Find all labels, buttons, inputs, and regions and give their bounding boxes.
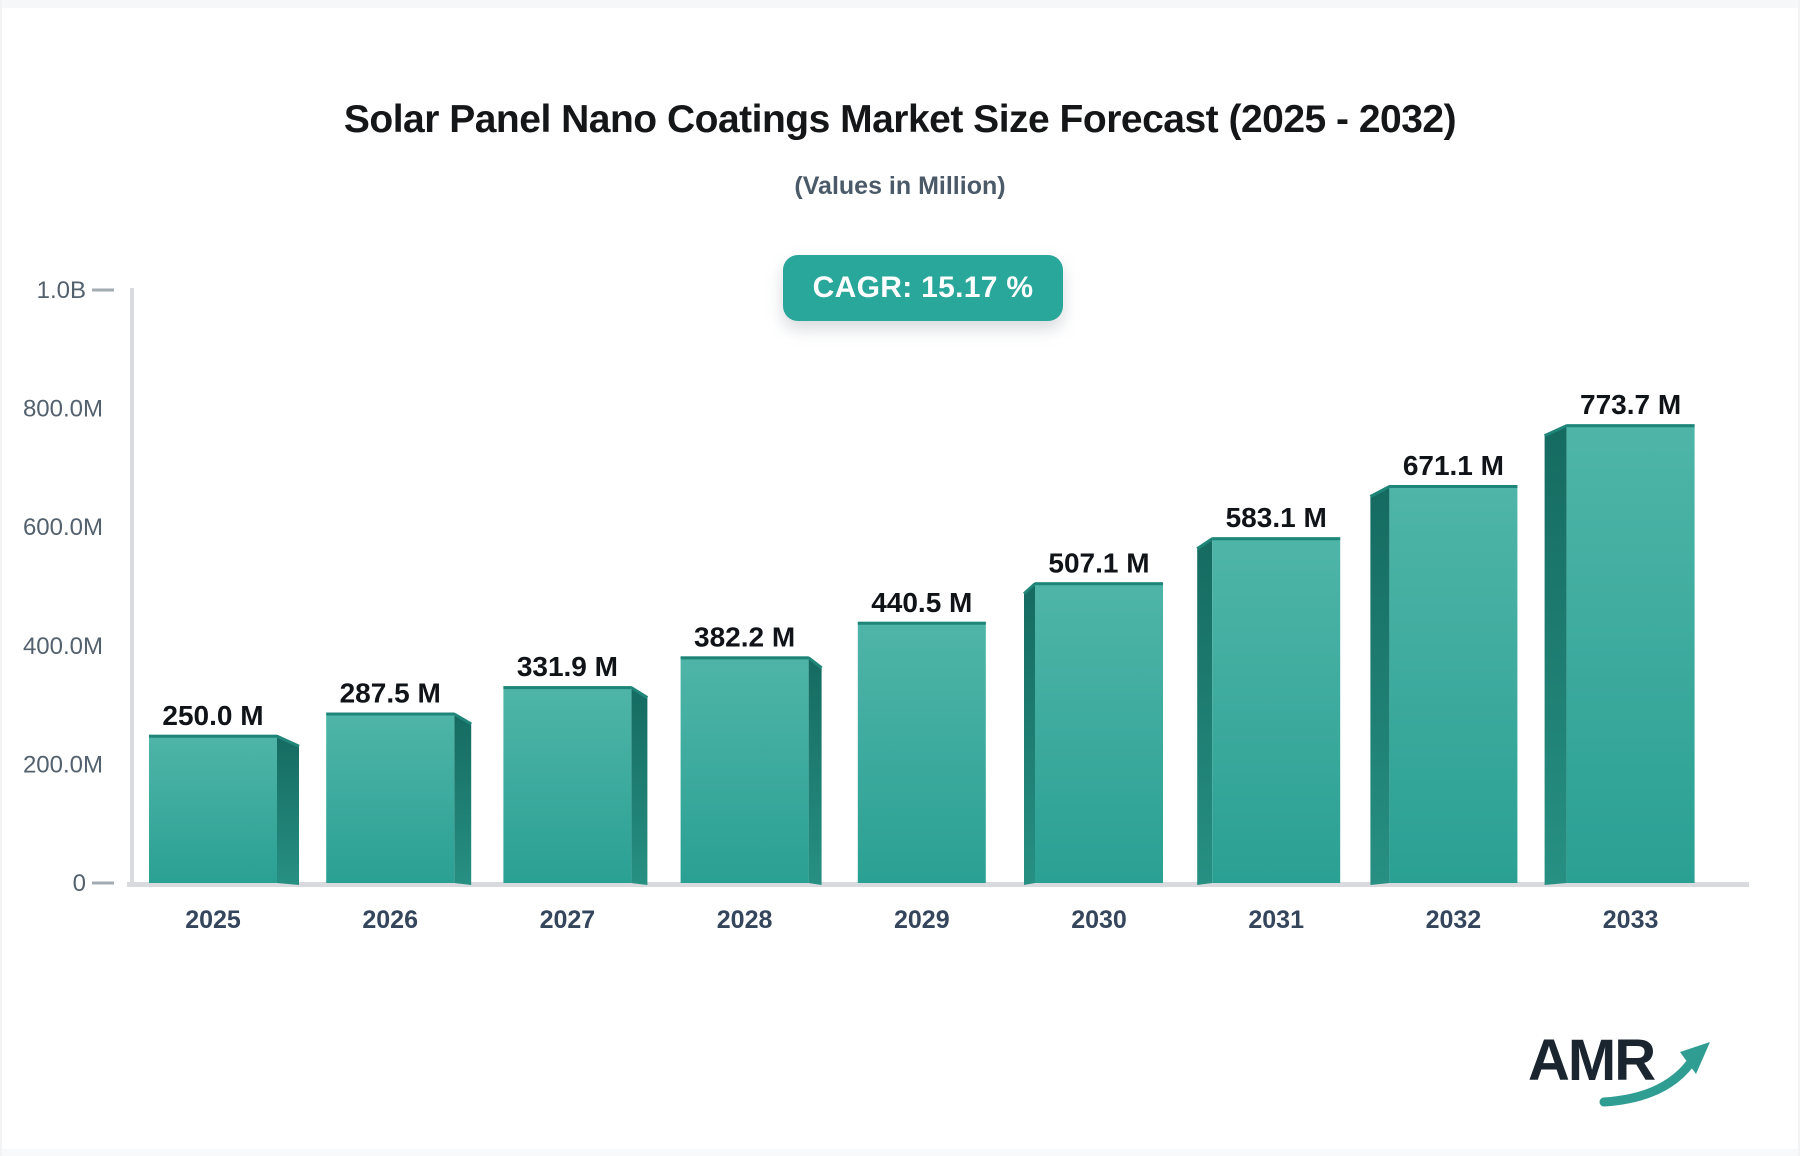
- bar-side-face: [454, 712, 472, 885]
- frame-bottom: [0, 1149, 1800, 1156]
- bar-front-face: [1212, 537, 1341, 883]
- x-tick-label: 2031: [1248, 906, 1304, 934]
- bar-side-top-edge: [1022, 582, 1037, 595]
- bar-2028: [680, 656, 823, 885]
- bar-side-face: [1197, 537, 1213, 885]
- bar-2030: [1022, 582, 1163, 885]
- bar-side-face: [631, 686, 648, 885]
- bar-side-top-edge: [453, 712, 472, 726]
- y-axis-line: [130, 288, 134, 884]
- x-tick-label: 2026: [362, 906, 418, 934]
- y-tick-label: 400.0M: [23, 633, 103, 660]
- bar-side-face: [1370, 485, 1390, 885]
- growth-arrow-icon: [1599, 1042, 1710, 1107]
- amr-logo: AMR: [1528, 1032, 1758, 1132]
- bar-2029: [857, 621, 986, 883]
- bar-front-face: [857, 621, 986, 883]
- x-tick-label: 2029: [894, 906, 950, 934]
- bar-side-top-edge: [1196, 537, 1214, 550]
- bar-side-top-edge: [276, 734, 300, 748]
- bar-value-label: 331.9 M: [517, 651, 618, 682]
- bar-2033: [1543, 424, 1695, 885]
- bar-2025: [149, 734, 300, 885]
- y-tick-label: 1.0B: [37, 277, 86, 304]
- bar-front-face: [503, 686, 632, 883]
- bar-front-face: [1566, 424, 1695, 883]
- bar-2027: [503, 686, 649, 885]
- chart-title: Solar Panel Nano Coatings Market Size Fo…: [343, 98, 1457, 141]
- frame-left: [0, 0, 2, 1156]
- x-tick-label: 2028: [717, 906, 773, 934]
- bar-front-face: [680, 656, 809, 883]
- amr-logo-text: AMR: [1528, 1028, 1656, 1093]
- y-tick-label: 200.0M: [23, 751, 103, 778]
- bar-side-top-edge: [630, 686, 649, 699]
- bar-side-top-edge: [807, 656, 823, 670]
- bar-value-label: 287.5 M: [340, 678, 441, 709]
- bar-front-face: [326, 712, 455, 883]
- bar-side-face: [1544, 424, 1567, 885]
- bar-front-face: [1389, 485, 1518, 883]
- bar-side-top-edge: [1369, 485, 1391, 498]
- bar-value-label: 250.0 M: [162, 700, 263, 731]
- bar-2026: [326, 712, 472, 885]
- x-tick-label: 2030: [1071, 906, 1127, 934]
- bar-side-face: [1024, 582, 1035, 885]
- bar-value-label: 583.1 M: [1226, 502, 1327, 533]
- bar-value-label: 671.1 M: [1403, 450, 1504, 481]
- bar-front-face: [149, 734, 277, 883]
- y-tick-label: 800.0M: [23, 396, 103, 423]
- x-axis-line: [127, 882, 1749, 887]
- cagr-badge: CAGR: 15.17 %: [783, 255, 1063, 321]
- bar-side-top-edge: [1543, 424, 1568, 438]
- bar-value-label: 382.2 M: [694, 621, 795, 652]
- x-tick-label: 2032: [1426, 906, 1482, 934]
- frame-right: [1798, 0, 1800, 1156]
- bar-front-face: [1035, 582, 1163, 883]
- chart-subtitle: (Values in Million): [794, 172, 1006, 200]
- bar-value-label: 507.1 M: [1048, 547, 1149, 578]
- bar-2032: [1369, 485, 1518, 885]
- y-tick-label: 600.0M: [23, 514, 103, 541]
- x-tick-label: 2025: [185, 906, 241, 934]
- bar-value-label: 440.5 M: [871, 587, 972, 618]
- bar-side-face: [808, 656, 822, 885]
- bar-2031: [1196, 537, 1341, 885]
- x-tick-label: 2027: [540, 906, 596, 934]
- bar-side-face: [277, 734, 299, 885]
- bar-value-label: 773.7 M: [1580, 389, 1681, 420]
- x-tick-label: 2033: [1603, 906, 1659, 934]
- frame-top: [0, 0, 1800, 8]
- y-tick-label: 0: [73, 870, 86, 897]
